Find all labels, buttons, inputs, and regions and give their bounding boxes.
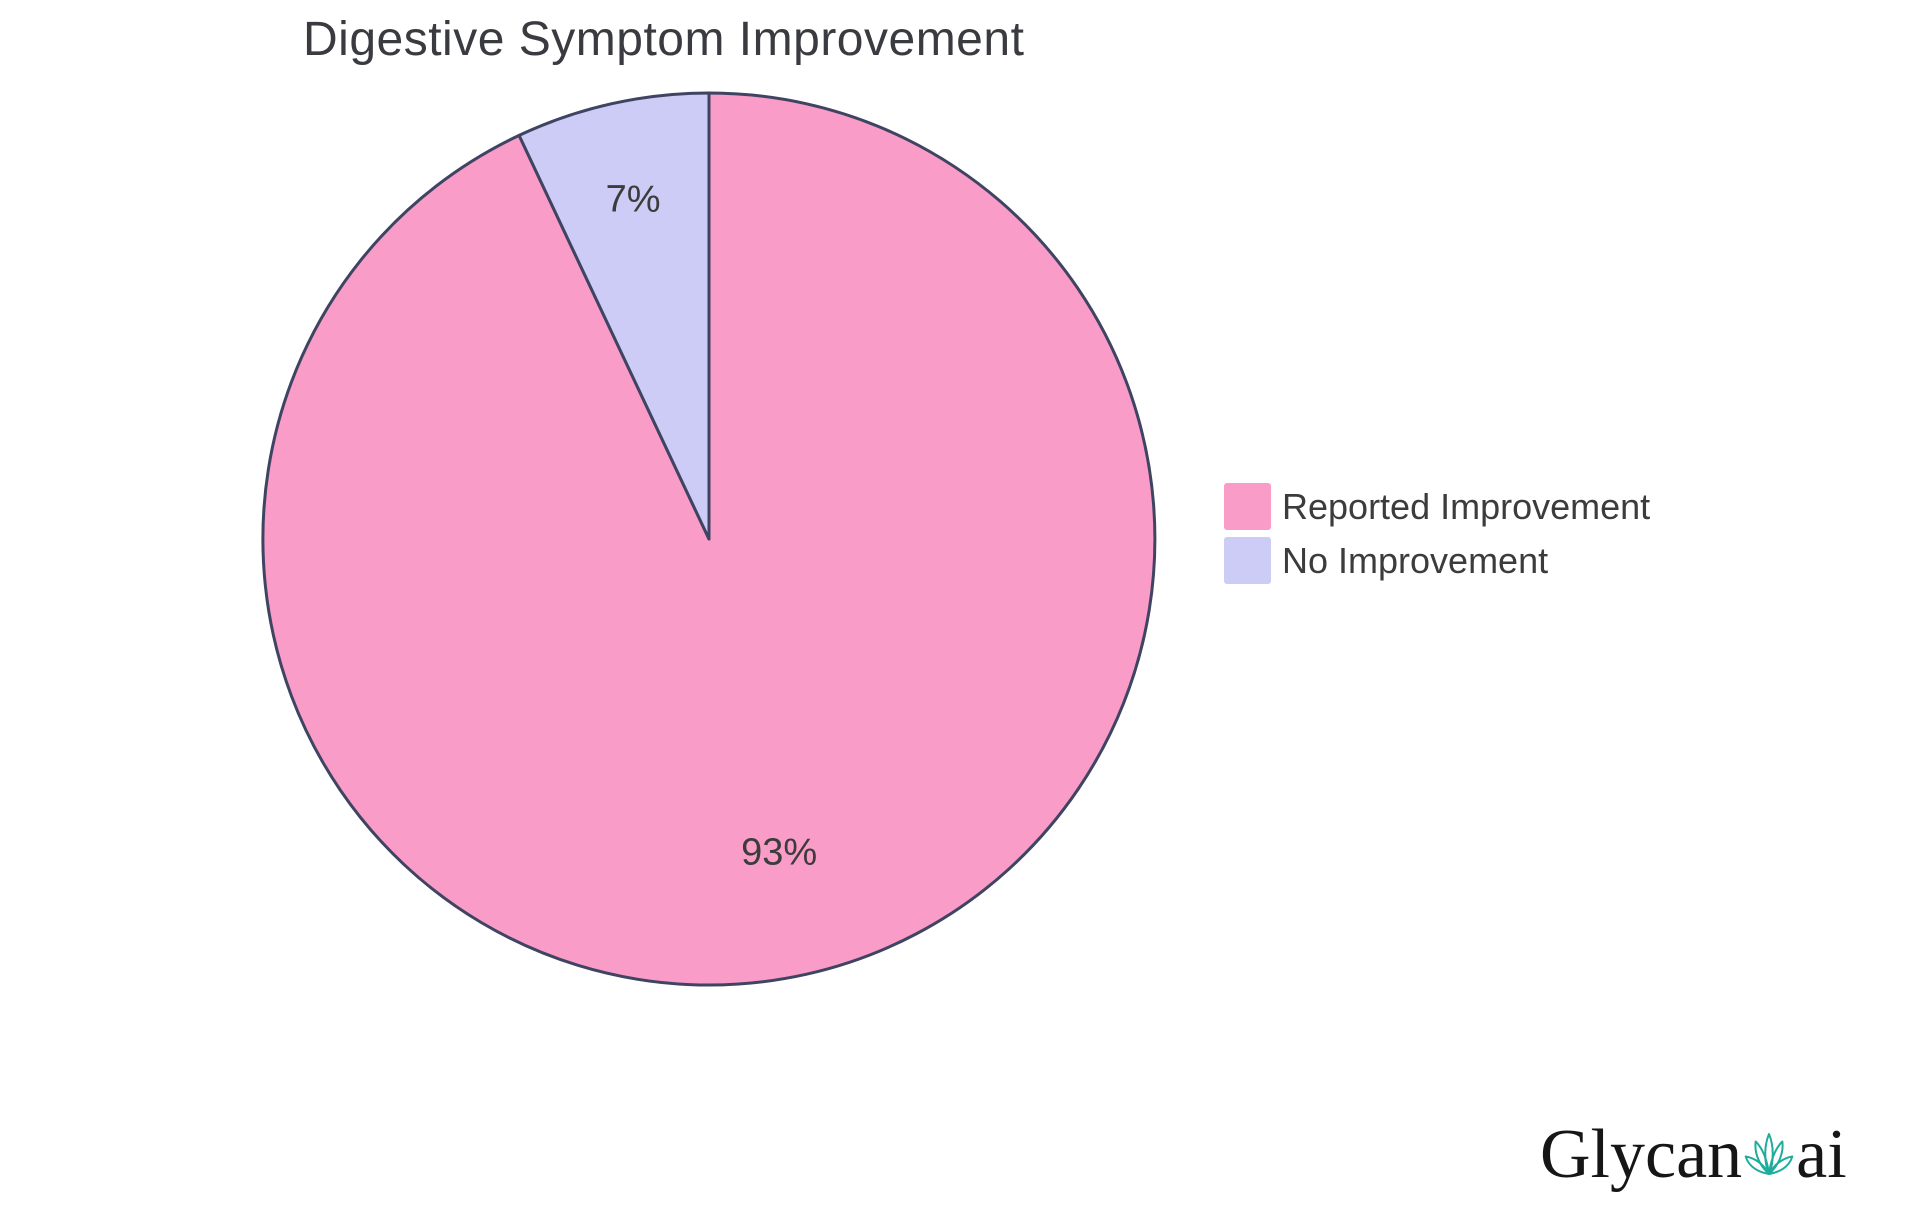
legend-label: No Improvement [1282,539,1549,581]
brand-logo: Glycan ai [1540,1120,1847,1190]
chart-legend: Reported Improvement No Improvement [1224,483,1650,591]
pie-slice-label-0: 93% [741,831,817,873]
chart-title: Digestive Symptom Improvement [303,13,1025,66]
brand-wordmark-left: Glycan [1540,1116,1743,1193]
pie-slice-label-1: 7% [606,179,661,221]
legend-item-reported-improvement[interactable]: Reported Improvement [1224,483,1650,530]
legend-swatch-reported-improvement [1224,483,1271,530]
legend-swatch-no-improvement [1224,537,1271,584]
legend-item-no-improvement[interactable]: No Improvement [1224,537,1650,584]
agave-plant-icon [1744,1133,1794,1175]
agave-leaves [1744,1133,1794,1175]
pie-slice-1[interactable] [517,91,711,541]
brand-wordmark-right: ai [1796,1116,1847,1193]
legend-label: Reported Improvement [1282,485,1651,527]
pie-chart: 93% 7% [261,91,1157,987]
